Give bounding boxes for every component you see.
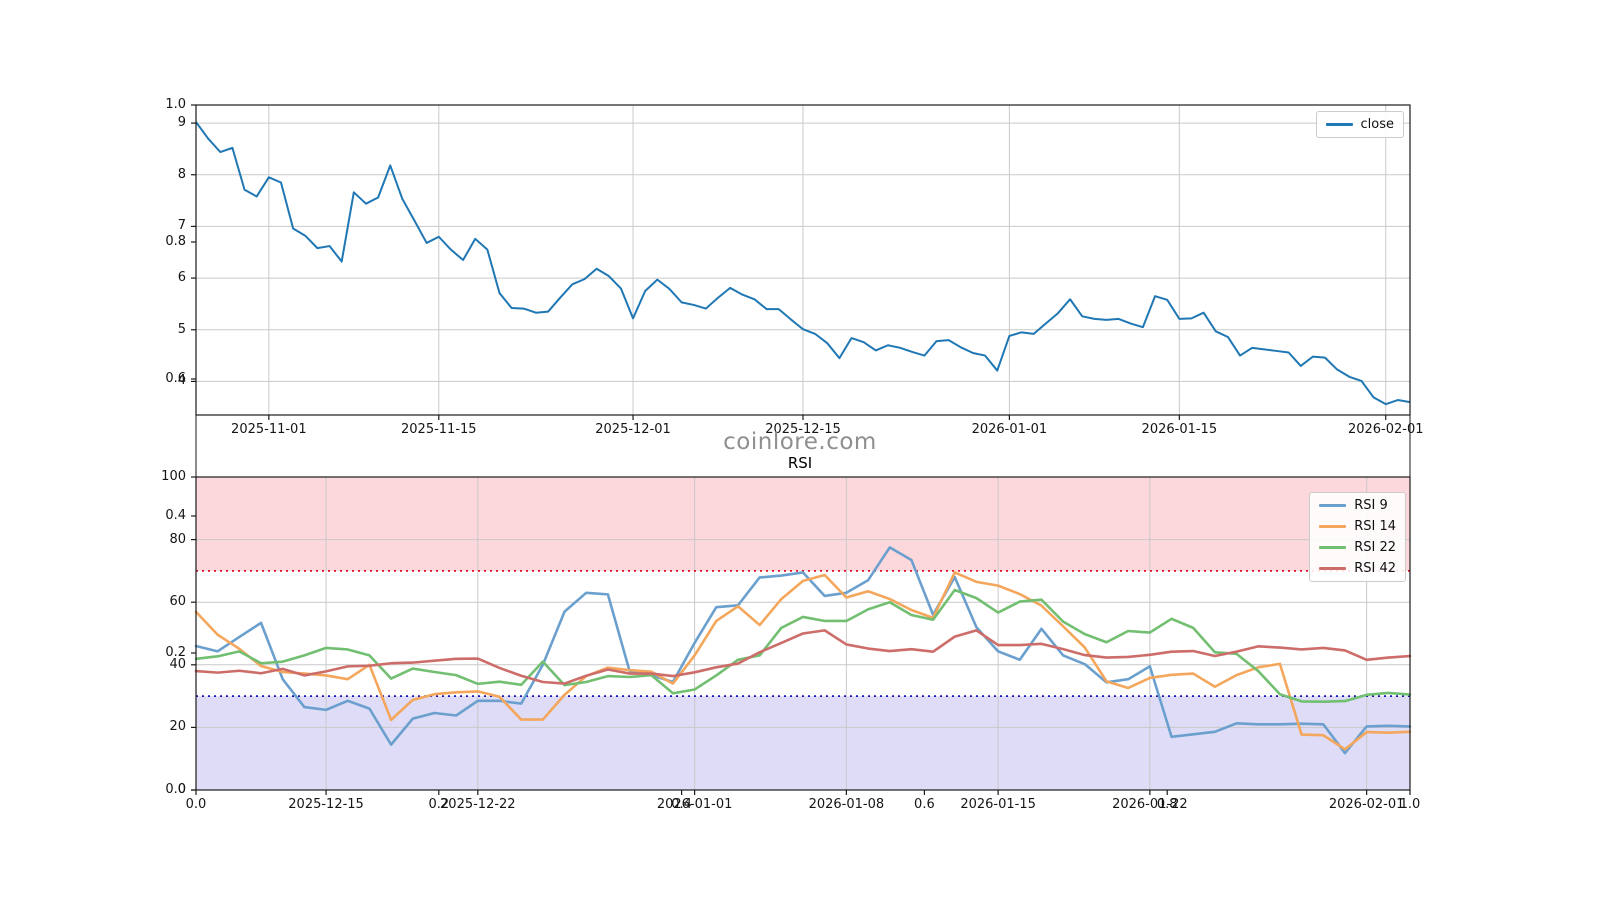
- close-line-swatch: [1325, 123, 1353, 126]
- legend-label: RSI 9: [1354, 498, 1388, 513]
- rsi-x-tick-label: 2026-02-01: [1328, 797, 1405, 812]
- rsi-line-rsi-14: [194, 571, 1412, 751]
- watermark: coinlore.com: [723, 429, 877, 455]
- legend-swatch: [1319, 504, 1347, 507]
- rsi-x-tick-label: 2026-01-15: [960, 797, 1036, 812]
- rsi-line-rsi-42: [194, 629, 1412, 685]
- overlay-x-tick-label: 0.2: [428, 797, 450, 812]
- price-y-tick-label: 9: [177, 115, 186, 131]
- price-y-tick-label: 7: [177, 218, 186, 234]
- legend-item-close: close: [1325, 117, 1394, 132]
- price-y-tick-label: 8: [177, 166, 186, 182]
- overlay-axes-spine: [195, 104, 1411, 791]
- rsi-y-tick-label: 40: [169, 656, 186, 672]
- price-chart-legend: close: [1315, 111, 1404, 138]
- legend-label: RSI 22: [1354, 540, 1396, 555]
- overlay-x-tick-label: 0.4: [671, 797, 692, 812]
- rsi-chart-title: RSI: [787, 454, 813, 472]
- rsi-x-tick-label: 2026-01-01: [656, 797, 733, 812]
- legend-swatch: [1319, 567, 1347, 570]
- price-y-tick-label: 4: [177, 373, 186, 389]
- price-x-tick-label: 2025-12-15: [765, 422, 841, 437]
- overlay-y-tick-label: 0.0: [165, 782, 186, 797]
- rsi-y-tick-label: 100: [161, 469, 186, 484]
- rsi-chart-legend: RSI 9 RSI 14 RSI 22 RSI 42: [1309, 492, 1406, 582]
- price-x-tick-label: 2025-11-01: [231, 422, 307, 437]
- oversold-band: [196, 696, 1410, 790]
- rsi-x-tick-label: 2026-01-22: [1112, 797, 1188, 812]
- overbought-band: [196, 477, 1410, 571]
- price-x-tick-label: 2025-12-01: [595, 422, 671, 437]
- rsi-y-tick-label: 60: [169, 594, 186, 610]
- overlay-x-tick-label: 0.6: [914, 797, 935, 812]
- price-x-tick-label: 2026-01-01: [971, 422, 1048, 437]
- price-x-tick-label: 2025-11-15: [401, 422, 477, 437]
- overlay-x-tick-label: 1.0: [1399, 797, 1421, 812]
- legend-label: RSI 14: [1354, 519, 1396, 534]
- legend-label: RSI 42: [1354, 561, 1396, 576]
- legend-item-rsi-42: RSI 42: [1319, 561, 1396, 576]
- overlay-y-tick-label: 0.8: [165, 234, 186, 249]
- overlay-y-tick-label: 0.4: [165, 508, 186, 523]
- rsi-x-tick-label: 2026-01-08: [808, 797, 885, 812]
- rsi-line-rsi-9: [194, 546, 1412, 755]
- price-x-tick-label: 2026-02-01: [1347, 422, 1424, 437]
- price-y-tick-label: 6: [177, 270, 186, 286]
- overlay-y-tick-label: 0.6: [165, 371, 186, 386]
- price-x-tick-label: 2026-01-15: [1141, 422, 1218, 437]
- legend-swatch: [1319, 546, 1347, 549]
- overlay-x-tick-label: 0.8: [1156, 797, 1178, 812]
- rsi-y-tick-label: 20: [169, 719, 186, 735]
- rsi-y-tick-label: 0: [177, 782, 186, 797]
- rsi-y-tick-label: 80: [169, 531, 186, 547]
- rsi-x-tick-label: 2025-12-22: [440, 797, 516, 812]
- legend-item-rsi-14: RSI 14: [1319, 519, 1396, 534]
- overlay-x-tick-label: 0.0: [185, 797, 207, 812]
- overlay-y-tick-label: 0.2: [165, 645, 186, 660]
- legend-item-rsi-22: RSI 22: [1319, 540, 1396, 555]
- overlay-y-tick-label: 1.0: [165, 97, 186, 112]
- rsi-line-rsi-22: [194, 588, 1412, 704]
- legend-item-rsi-9: RSI 9: [1319, 498, 1396, 513]
- legend-label-close: close: [1360, 117, 1394, 132]
- rsi-x-tick-label: 2025-12-15: [288, 797, 364, 812]
- price-y-tick-label: 5: [177, 321, 186, 337]
- legend-swatch: [1319, 525, 1347, 528]
- close-line: [195, 121, 1411, 406]
